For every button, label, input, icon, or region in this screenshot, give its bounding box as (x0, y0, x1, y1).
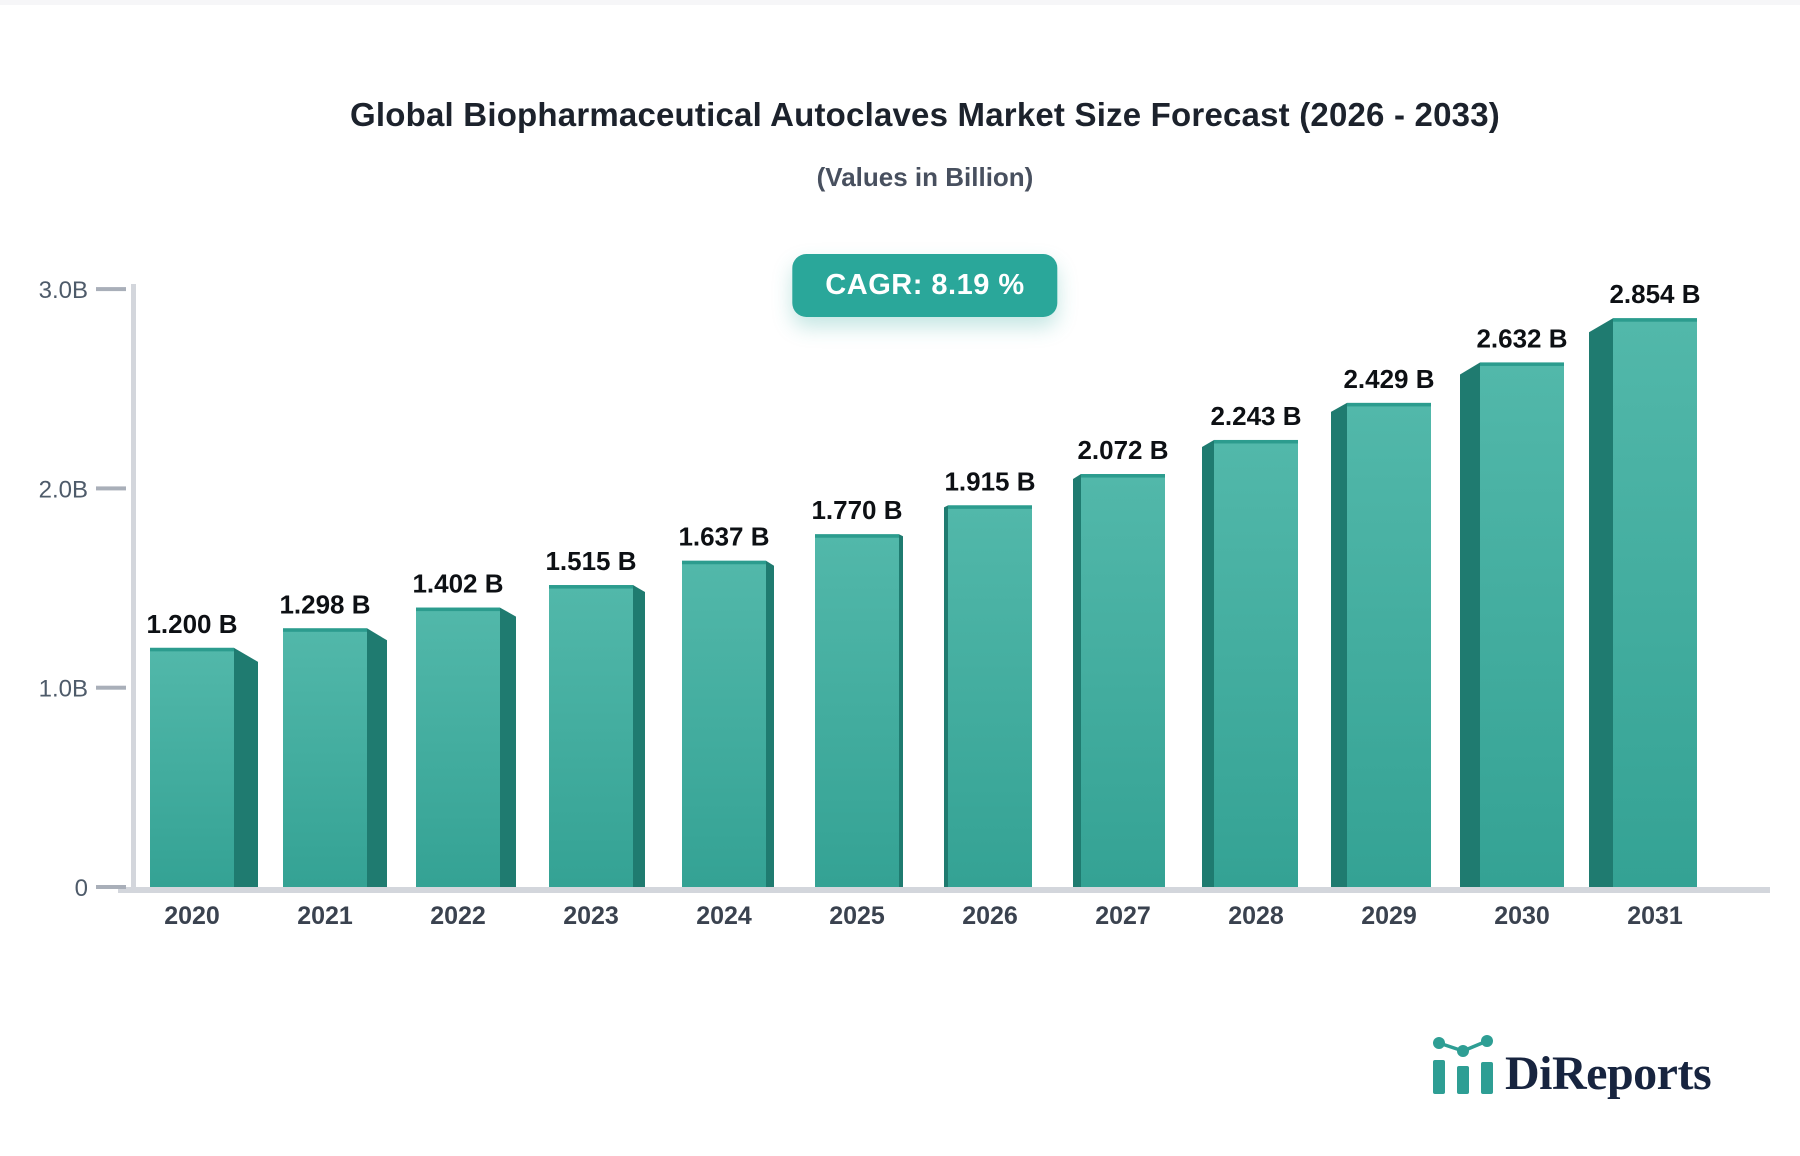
x-tick-label-2029: 2029 (1361, 902, 1417, 930)
bar-2022 (416, 607, 500, 887)
y-tick-label-1.0B: 1.0B (39, 676, 88, 703)
bar-2031 (1613, 318, 1697, 887)
y-tick-dash-1.0B (96, 685, 126, 690)
bar-2026 (948, 505, 1032, 887)
bar-side-2026 (944, 505, 948, 887)
bar-top-edge-2029 (1347, 402, 1431, 407)
bar-side-2022 (500, 607, 516, 887)
bar-side-2024 (766, 560, 774, 887)
bar-chart-logo-icon (1433, 1035, 1493, 1094)
bar-side-2028 (1202, 439, 1214, 887)
bar-top-edge-2028 (1214, 439, 1298, 444)
y-tick-dash-0 (96, 885, 126, 889)
bar-2023 (549, 585, 633, 887)
value-label-2028: 2.243 B (1210, 401, 1301, 431)
bar-2030 (1480, 362, 1564, 888)
bar-top-edge-2020 (150, 647, 234, 652)
brand-name: DiReports (1505, 1047, 1712, 1100)
cagr-badge: CAGR: 8.19 % (792, 254, 1058, 317)
x-tick-label-2022: 2022 (430, 902, 486, 930)
value-label-2029: 2.429 B (1343, 364, 1434, 394)
y-tick-label-0: 0 (75, 875, 88, 902)
value-label-2023: 1.515 B (545, 546, 636, 576)
x-tick-label-2027: 2027 (1095, 902, 1151, 930)
bar-side-2030 (1460, 362, 1480, 888)
top-strip (0, 0, 1800, 5)
chart-title: Global Biopharmaceutical Autoclaves Mark… (350, 96, 1500, 133)
value-label-2020: 1.200 B (146, 609, 237, 639)
bar-top-edge-2026 (948, 505, 1032, 509)
bar-top-edge-2021 (283, 628, 367, 632)
x-tick-label-2031: 2031 (1627, 902, 1683, 930)
bar-top-edge-2030 (1480, 362, 1564, 366)
value-label-2030: 2.632 B (1476, 323, 1567, 353)
x-tick-label-2026: 2026 (962, 902, 1018, 930)
bar-2027 (1081, 474, 1165, 887)
value-label-2031: 2.854 B (1609, 279, 1700, 309)
x-axis-line (118, 887, 1770, 893)
y-tick-dash-3.0B (96, 287, 126, 292)
bar-side-2020 (234, 647, 258, 887)
value-label-2021: 1.298 B (279, 589, 370, 619)
bar-top-edge-2027 (1081, 474, 1165, 478)
y-tick-label-3.0B: 3.0B (39, 277, 88, 304)
value-label-2027: 2.072 B (1077, 435, 1168, 465)
x-tick-label-2025: 2025 (829, 902, 885, 930)
bar-2028 (1214, 439, 1298, 887)
bar-top-edge-2024 (682, 560, 766, 565)
bar-2020 (150, 647, 234, 887)
brand-logo: DiReports (1430, 1034, 1712, 1100)
bar-2029 (1347, 402, 1431, 887)
bar-2025 (815, 534, 899, 887)
y-axis-line (131, 284, 136, 893)
bar-side-2029 (1331, 402, 1347, 887)
value-label-2026: 1.915 B (944, 466, 1035, 496)
bar-top-edge-2025 (815, 534, 899, 538)
value-label-2025: 1.770 B (811, 495, 902, 525)
y-tick-label-2.0B: 2.0B (39, 476, 88, 503)
x-tick-label-2023: 2023 (563, 902, 619, 930)
x-tick-label-2020: 2020 (164, 902, 220, 930)
bar-side-2021 (367, 628, 387, 887)
bar-side-2025 (899, 534, 903, 887)
value-label-2022: 1.402 B (412, 569, 503, 599)
x-tick-label-2028: 2028 (1228, 902, 1284, 930)
bar-2024 (682, 560, 766, 887)
x-tick-label-2030: 2030 (1494, 902, 1550, 930)
chart-subtitle: (Values in Billion) (816, 162, 1034, 192)
bar-side-2031 (1589, 318, 1613, 887)
bar-side-2027 (1073, 474, 1081, 887)
bar-top-edge-2022 (416, 607, 500, 612)
x-tick-label-2021: 2021 (297, 902, 353, 930)
bar-top-edge-2031 (1613, 318, 1697, 322)
value-label-2024: 1.637 B (678, 522, 769, 552)
bar-2021 (283, 628, 367, 887)
y-tick-dash-2.0B (96, 486, 126, 491)
x-tick-label-2024: 2024 (696, 902, 752, 930)
bar-side-2023 (633, 585, 645, 887)
bar-top-edge-2023 (549, 585, 633, 589)
